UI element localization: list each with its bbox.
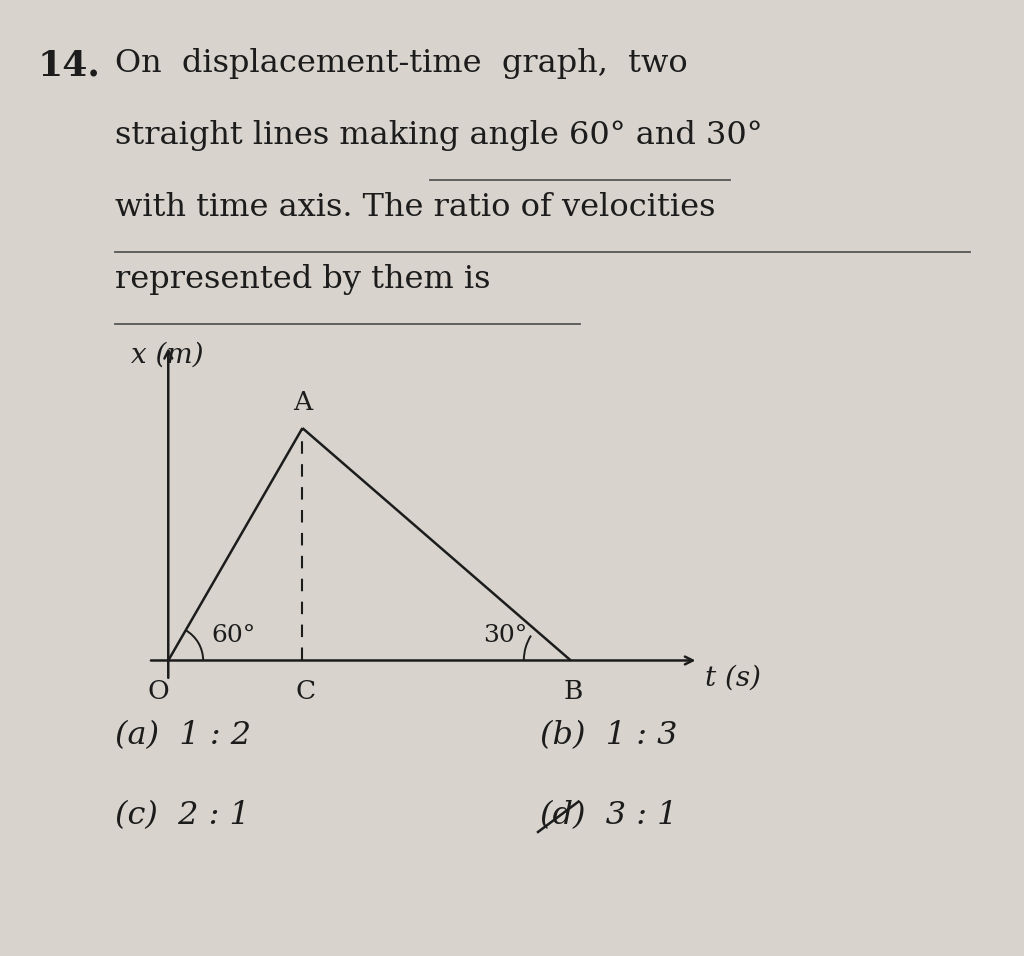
Text: A: A <box>293 390 312 415</box>
Text: C: C <box>295 680 315 705</box>
Text: (b)  1 : 3: (b) 1 : 3 <box>540 720 678 751</box>
Text: straight lines making angle 60° and 30°: straight lines making angle 60° and 30° <box>115 120 763 151</box>
Text: x (m): x (m) <box>131 341 204 368</box>
Text: On  displacement-time  graph,  two: On displacement-time graph, two <box>115 48 688 79</box>
Text: (d)  3 : 1: (d) 3 : 1 <box>540 800 678 831</box>
Text: O: O <box>148 680 170 705</box>
Text: (c)  2 : 1: (c) 2 : 1 <box>115 800 250 831</box>
Text: 60°: 60° <box>211 624 255 647</box>
Text: 30°: 30° <box>483 624 527 647</box>
Text: 14.: 14. <box>38 48 101 82</box>
Text: represented by them is: represented by them is <box>115 264 490 295</box>
Text: B: B <box>564 680 583 705</box>
Text: with time axis. The ratio of velocities: with time axis. The ratio of velocities <box>115 192 716 223</box>
Text: (a)  1 : 2: (a) 1 : 2 <box>115 720 251 751</box>
Text: t (s): t (s) <box>705 664 761 691</box>
